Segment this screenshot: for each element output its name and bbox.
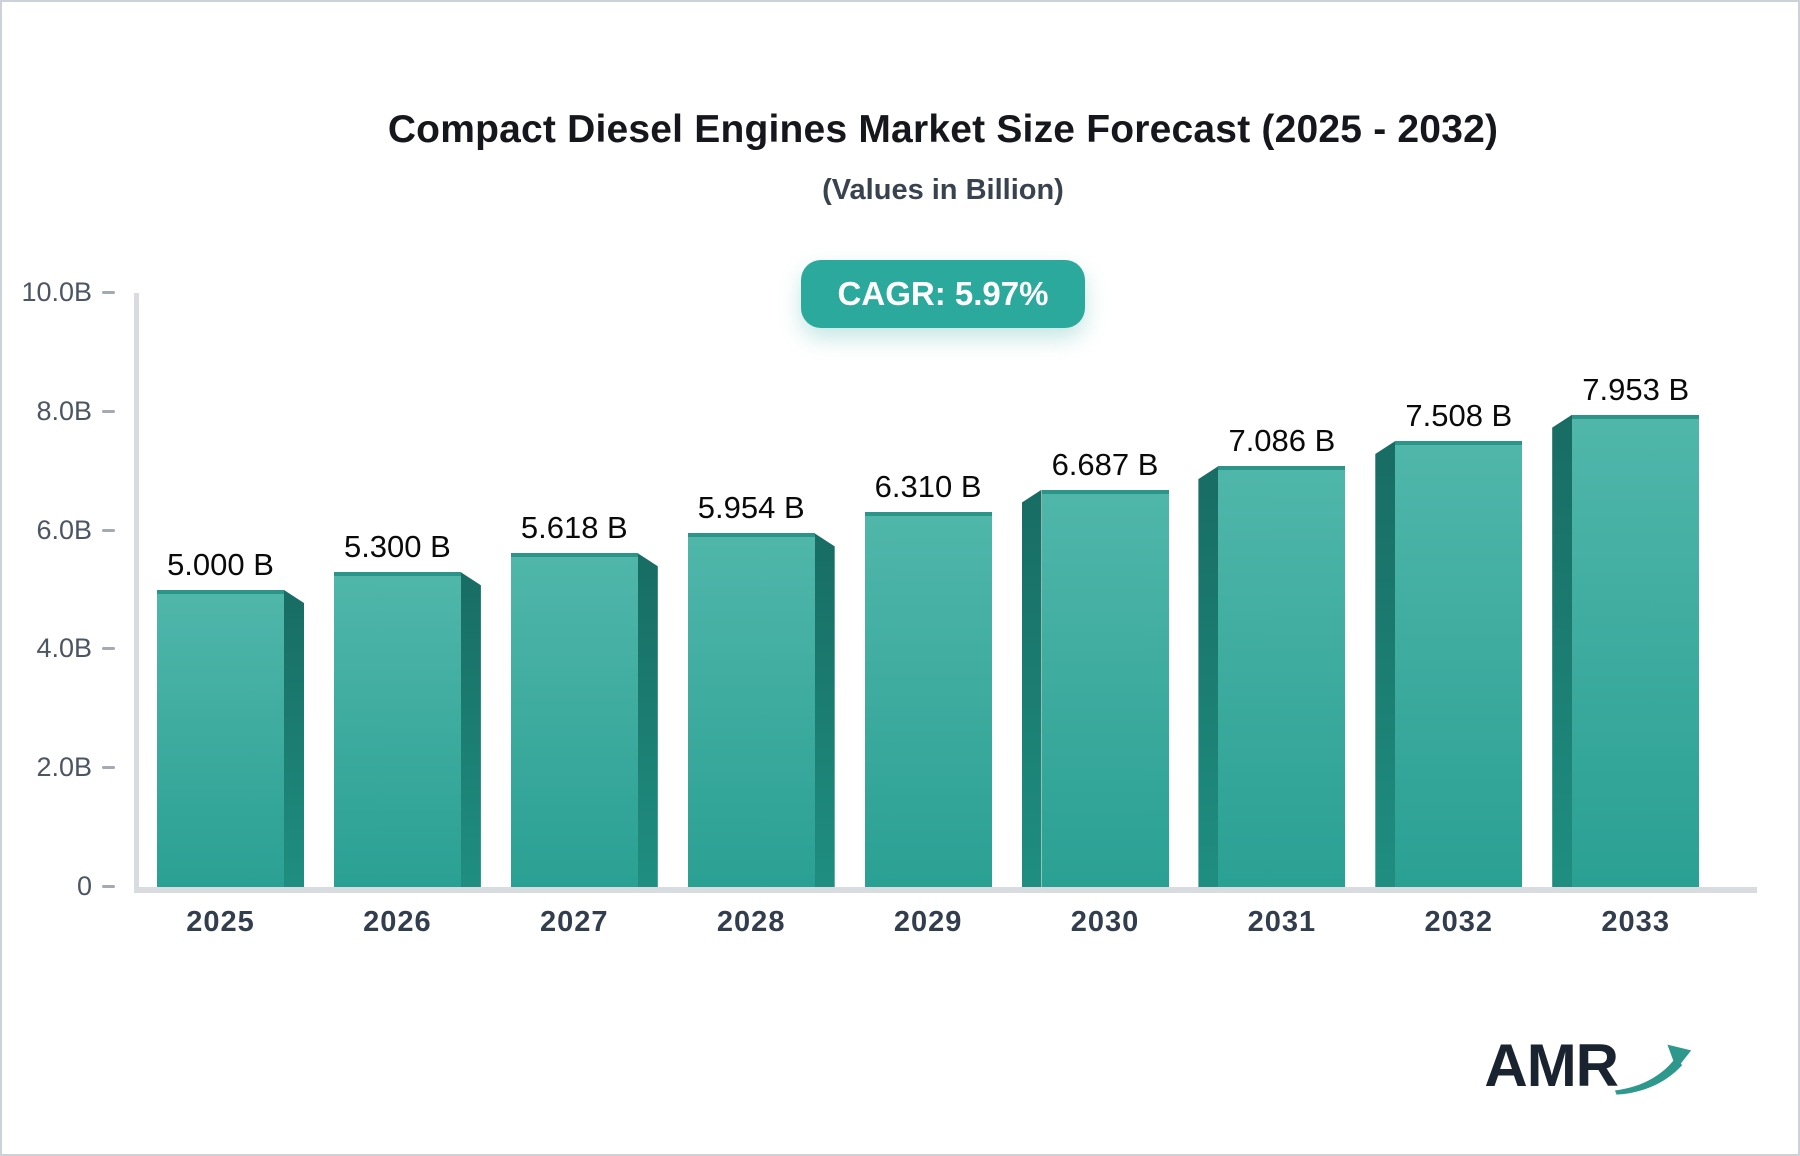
y-tick-label: 10.0B — [21, 276, 92, 307]
growth-arrow-icon — [1614, 1044, 1692, 1095]
x-axis-label: 2029 — [893, 906, 963, 938]
bar-group[interactable]: 5.300 B — [333, 529, 481, 887]
y-tick-label: 0 — [76, 870, 92, 901]
bar-face — [510, 553, 638, 887]
bar-group[interactable]: 5.618 B — [510, 510, 658, 887]
x-axis-label: 2025 — [186, 906, 255, 938]
x-axis-label: 2028 — [716, 906, 786, 938]
y-tick-dash — [102, 409, 115, 413]
bar-face — [1218, 466, 1346, 887]
y-tick-dash — [102, 528, 115, 532]
bar-side — [1198, 466, 1219, 887]
bar-side — [460, 572, 481, 887]
bar-group[interactable]: 5.000 B — [157, 547, 304, 887]
bar-group[interactable]: 7.086 B — [1198, 423, 1346, 887]
x-axis-label: 2031 — [1247, 906, 1317, 938]
amr-logo-text: AMR — [1484, 1032, 1619, 1099]
bar-group[interactable]: 7.953 B — [1552, 372, 1700, 887]
bar-side — [1552, 414, 1573, 887]
bar-value-label: 5.618 B — [520, 510, 628, 546]
bar-value-label: 7.508 B — [1405, 398, 1513, 434]
y-tick-dash — [102, 647, 115, 651]
y-tick-dash — [102, 885, 115, 888]
bar-face — [157, 590, 284, 887]
bar-side — [637, 553, 658, 887]
bar-value-label: 6.687 B — [1051, 446, 1159, 482]
y-tick-label: 4.0B — [36, 633, 92, 664]
bar-face — [864, 512, 992, 887]
x-axis-label: 2033 — [1601, 906, 1670, 938]
y-tick-label: 8.0B — [36, 395, 92, 426]
bar-group[interactable]: 5.954 B — [687, 490, 835, 887]
bar-face — [1572, 414, 1700, 887]
bar-face — [1395, 441, 1523, 887]
bar-side — [814, 533, 835, 887]
y-tick-label: 6.0B — [36, 514, 92, 545]
x-axis-label: 2032 — [1424, 906, 1494, 938]
chart-title: Compact Diesel Engines Market Size Forec… — [387, 108, 1499, 151]
plot-area: 5.000 B 5.300 B 5.618 B 5.954 B 6.310 B 6.687… — [21, 277, 1757, 938]
bar-group[interactable]: 7.508 B — [1375, 398, 1523, 887]
bar-value-label: 5.954 B — [697, 490, 805, 526]
amr-logo[interactable]: AMR — [1484, 1036, 1692, 1102]
cagr-badge-wrap: CAGR: 5.97% — [134, 260, 1752, 328]
x-axis-label: 2027 — [540, 906, 609, 938]
chart-subtitle: (Values in Billion) — [822, 174, 1064, 206]
bar-group[interactable]: 6.310 B — [864, 469, 992, 887]
bar-value-label: 5.300 B — [343, 529, 451, 565]
bar-value-label: 5.000 B — [167, 547, 274, 582]
y-tick-dash — [102, 766, 115, 770]
x-axis-label: 2030 — [1070, 906, 1140, 938]
bar-face — [333, 572, 461, 887]
bar-value-label: 7.086 B — [1228, 423, 1336, 459]
x-axis-label: 2026 — [363, 906, 432, 938]
bar-value-label: 6.310 B — [874, 469, 982, 505]
bar-face — [687, 533, 815, 887]
y-tick-label: 2.0B — [36, 752, 92, 783]
cagr-badge: CAGR: 5.97% — [800, 260, 1086, 328]
bar-group[interactable]: 6.687 B — [1021, 447, 1169, 887]
bar-side — [1021, 489, 1042, 887]
bar-side — [284, 590, 304, 887]
bar-face — [1041, 489, 1169, 887]
bars-layer: 5.000 B 5.300 B 5.618 B 5.954 B 6.310 B 6.687… — [139, 293, 1757, 887]
y-tick-dash — [102, 291, 115, 294]
bar-value-label: 7.953 B — [1582, 371, 1690, 407]
bar-side — [1375, 441, 1396, 887]
